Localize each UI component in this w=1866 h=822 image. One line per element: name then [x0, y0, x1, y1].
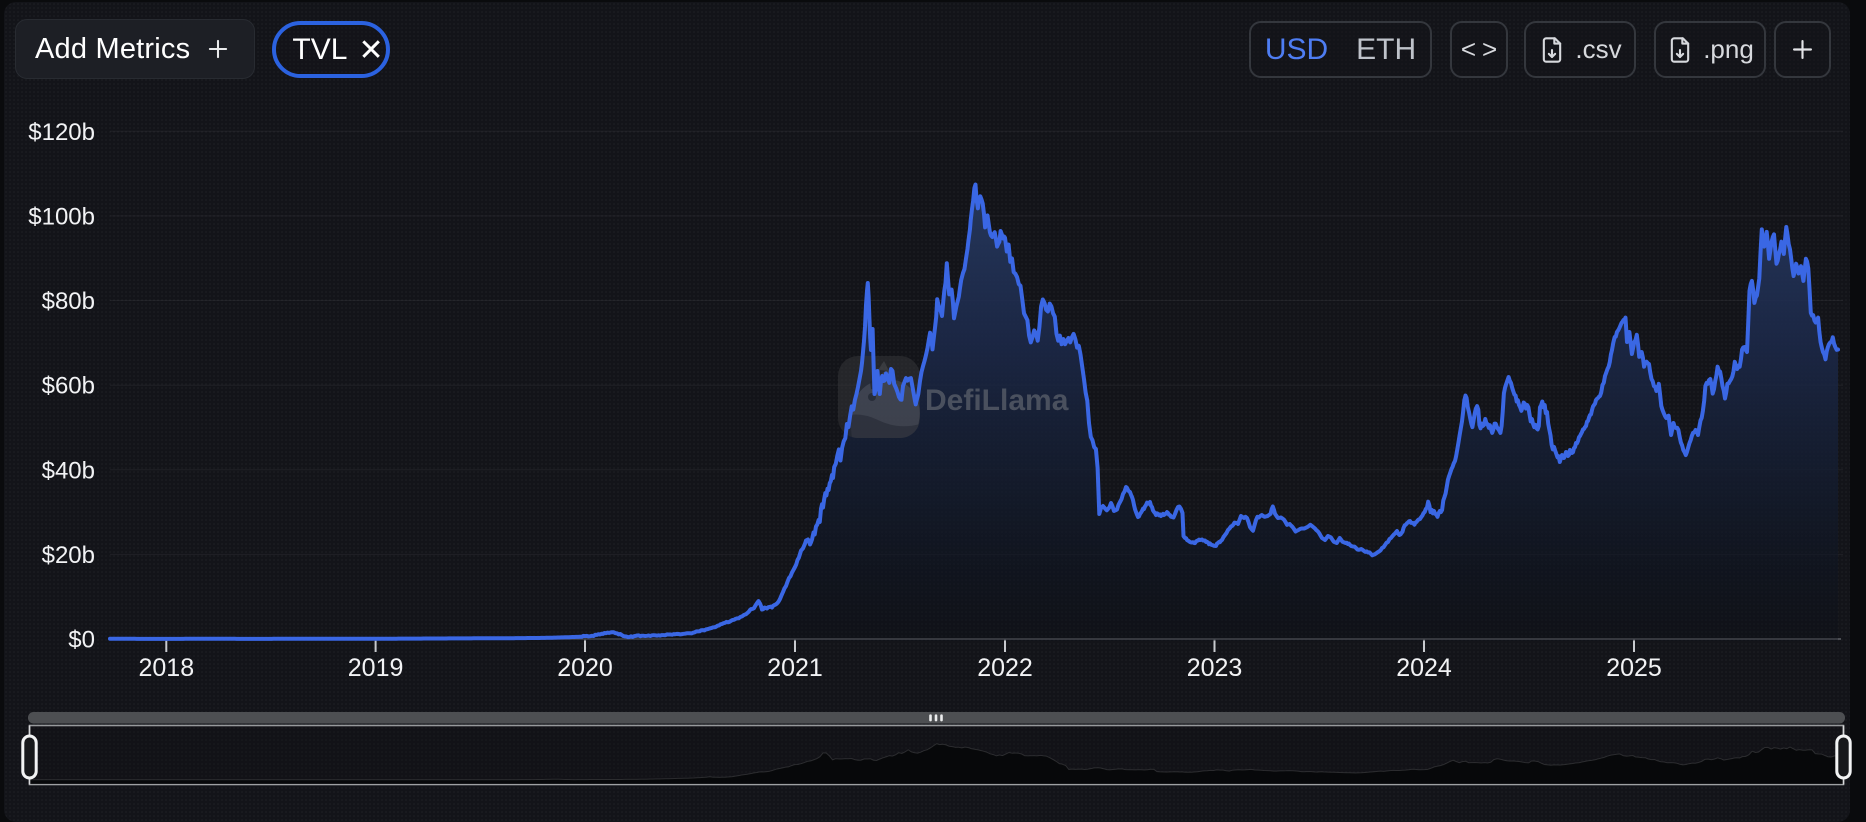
- svg-text:2025: 2025: [1606, 654, 1662, 682]
- svg-text:DefiLlama: DefiLlama: [925, 384, 1069, 417]
- svg-text:2020: 2020: [557, 654, 613, 682]
- svg-text:$120b: $120b: [28, 119, 95, 146]
- svg-text:2024: 2024: [1396, 654, 1452, 682]
- svg-text:$60b: $60b: [42, 373, 95, 400]
- svg-text:$100b: $100b: [28, 203, 95, 230]
- svg-text:$40b: $40b: [42, 457, 95, 484]
- svg-text:2018: 2018: [138, 654, 194, 682]
- svg-text:$0: $0: [68, 627, 95, 654]
- svg-text:$20b: $20b: [42, 542, 95, 569]
- svg-text:2019: 2019: [348, 654, 404, 682]
- svg-text:2023: 2023: [1187, 654, 1243, 682]
- svg-text:2021: 2021: [767, 654, 823, 682]
- svg-text:2022: 2022: [977, 654, 1033, 682]
- svg-text:$80b: $80b: [42, 288, 95, 315]
